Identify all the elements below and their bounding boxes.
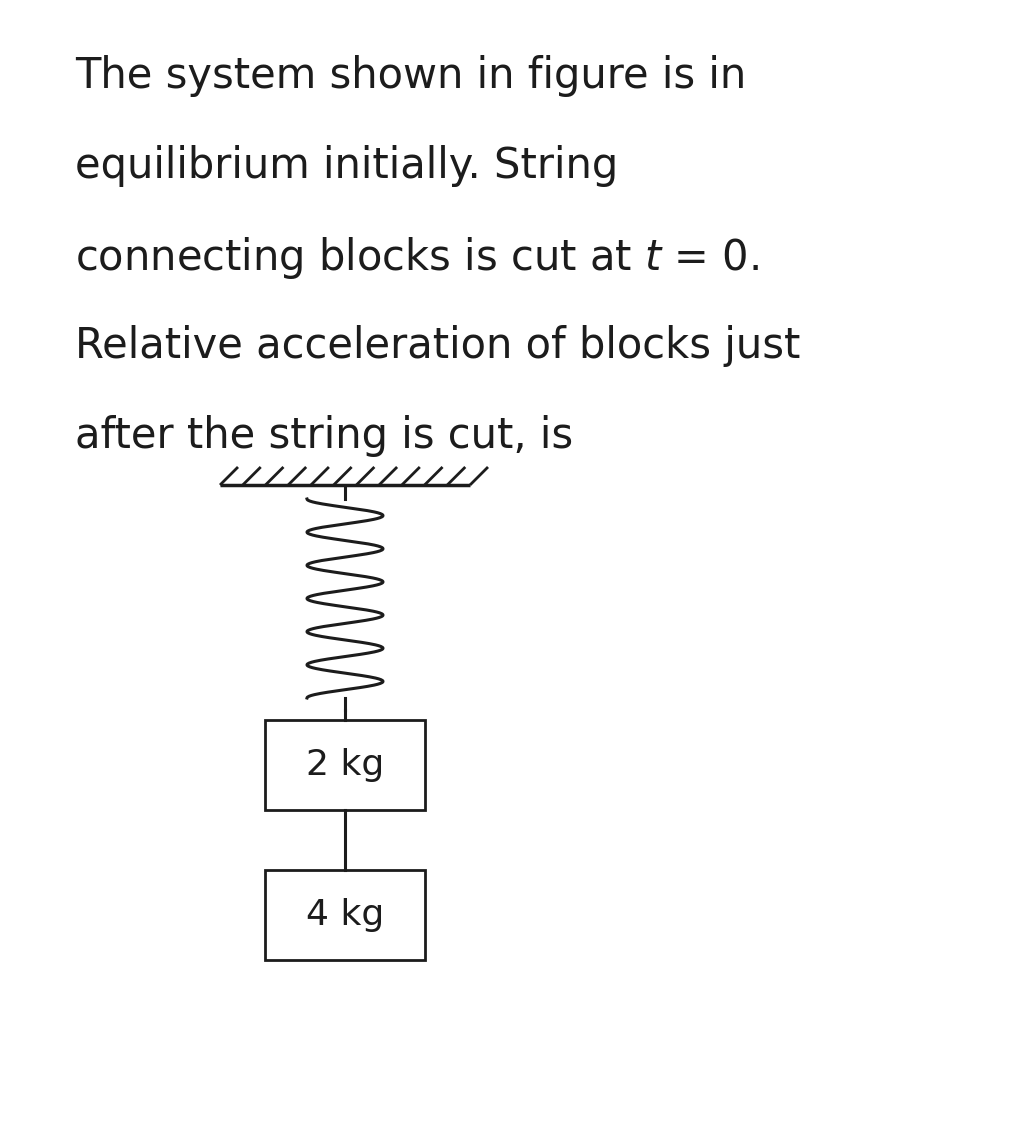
Text: after the string is cut, is: after the string is cut, is (75, 415, 573, 457)
Bar (265, 870, 425, 960)
Text: connecting blocks is cut at $\mathit{t}$ = 0.: connecting blocks is cut at $\mathit{t}$… (75, 235, 759, 280)
Bar (265, 720, 425, 811)
Text: 2 kg: 2 kg (306, 748, 384, 782)
Text: Relative acceleration of blocks just: Relative acceleration of blocks just (75, 325, 801, 367)
Text: 4 kg: 4 kg (306, 898, 384, 933)
Text: equilibrium initially. String: equilibrium initially. String (75, 145, 618, 187)
Text: The system shown in figure is in: The system shown in figure is in (75, 55, 746, 97)
